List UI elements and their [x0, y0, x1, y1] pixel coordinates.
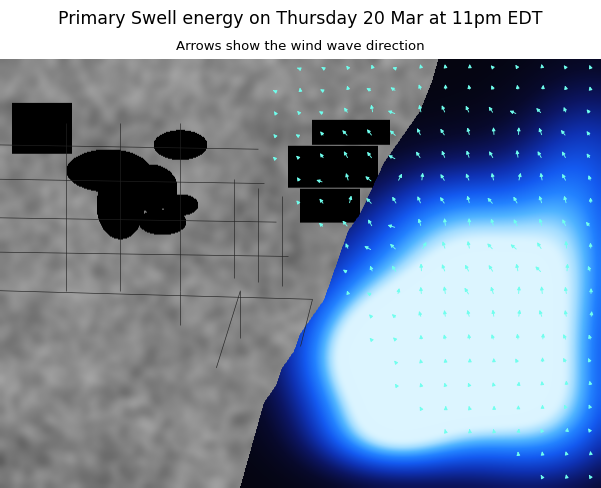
Text: Arrows show the wind wave direction: Arrows show the wind wave direction [176, 41, 425, 53]
Text: Primary Swell energy on Thursday 20 Mar at 11pm EDT: Primary Swell energy on Thursday 20 Mar … [58, 10, 543, 28]
